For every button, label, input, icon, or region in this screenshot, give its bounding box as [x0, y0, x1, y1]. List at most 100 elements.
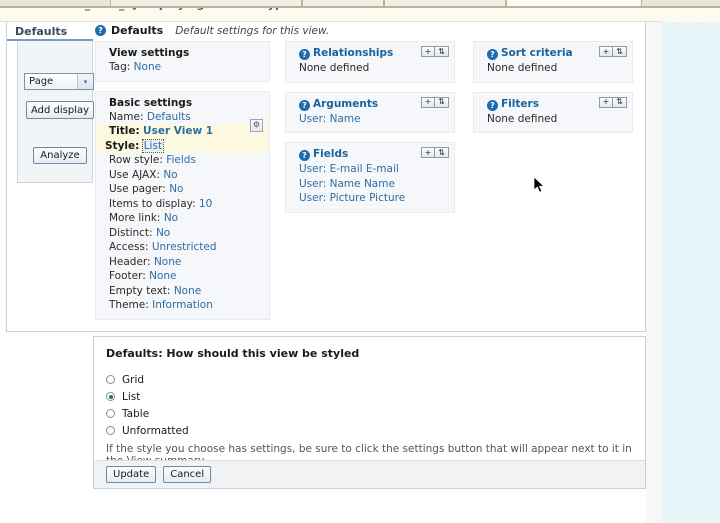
field-link[interactable]: User: Name Name	[299, 177, 395, 190]
row-label: Use pager:	[109, 183, 166, 195]
rearrange-icon[interactable]: ⇅	[613, 96, 627, 108]
analyze-button[interactable]: Analyze	[33, 147, 87, 164]
row-value[interactable]: None	[153, 255, 182, 268]
row-row-style[interactable]: Row style: Fields	[109, 153, 263, 168]
row-header[interactable]: Header: None	[109, 255, 263, 270]
radio-icon[interactable]	[106, 375, 115, 384]
row-title[interactable]: Title: User View 1	[96, 124, 269, 139]
radio-label: Unformatted	[122, 424, 189, 437]
panel-buttons: + ⇅	[599, 46, 627, 57]
help-icon[interactable]: ?	[487, 99, 498, 111]
radio-option-table[interactable]: Table	[106, 405, 645, 422]
radio-icon[interactable]	[106, 409, 115, 418]
browser-tab[interactable]	[302, 0, 384, 7]
radio-option-list[interactable]: List	[106, 388, 645, 405]
row-value[interactable]: User View 1	[143, 125, 214, 137]
page-gutter	[646, 14, 664, 523]
panel-fields: + ⇅ ? Fields User: E-mail E-mail User: Na…	[285, 142, 455, 213]
row-use-pager[interactable]: Use pager: No	[109, 182, 263, 197]
row-access[interactable]: Access: Unrestricted	[109, 240, 263, 255]
heading-divider	[0, 21, 662, 22]
row-distinct[interactable]: Distinct: No	[109, 226, 263, 241]
update-button[interactable]: Update	[106, 466, 157, 483]
changed-view-link[interactable]: Changed view	[623, 8, 694, 9]
row-value[interactable]: No	[163, 168, 178, 181]
export-link[interactable]: Export	[532, 8, 565, 9]
row-value[interactable]: Information	[152, 299, 213, 311]
cancel-button[interactable]: Cancel	[163, 466, 212, 483]
row-value[interactable]: No	[169, 183, 184, 195]
row-value[interactable]: Fields	[166, 154, 196, 166]
row-items-to-display[interactable]: Items to display: 10	[109, 197, 263, 212]
chevron-down-icon: ▾	[77, 74, 93, 89]
display-type-value: Page	[29, 76, 54, 87]
field-link[interactable]: User: E-mail E-mail	[299, 163, 399, 175]
page-title: View user_view_a] displaying items of ty…	[24, 8, 324, 11]
row-value[interactable]: None	[133, 61, 162, 73]
row-label: Empty text:	[109, 284, 171, 297]
add-icon[interactable]: +	[421, 147, 435, 158]
add-icon[interactable]: +	[421, 96, 435, 108]
row-footer[interactable]: Footer: None	[109, 269, 263, 284]
rearrange-icon[interactable]: ⇅	[435, 147, 449, 158]
row-label: Items to display:	[109, 197, 196, 210]
browser-tab[interactable]	[110, 0, 302, 7]
row-name[interactable]: Name: Defaults	[109, 110, 263, 125]
row-value[interactable]: None	[173, 284, 202, 297]
row-value[interactable]: None	[149, 270, 177, 282]
help-icon[interactable]: ?	[487, 49, 498, 60]
row-value[interactable]: No	[155, 226, 171, 239]
row-theme[interactable]: Theme: Information	[109, 298, 263, 313]
help-icon[interactable]: ?	[299, 150, 310, 161]
add-icon[interactable]: +	[599, 46, 613, 57]
displays-sidebar: Defaults Page ▾ Add display Analyze	[7, 22, 94, 183]
argument-link[interactable]: User: Name	[299, 112, 361, 125]
row-style[interactable]: Style: List	[96, 138, 269, 153]
help-icon[interactable]: ?	[299, 99, 310, 111]
rearrange-icon[interactable]: ⇅	[435, 96, 449, 108]
browser-tab-active[interactable]	[506, 0, 642, 7]
row-value[interactable]: Unrestricted	[151, 241, 217, 253]
row-empty-text[interactable]: Empty text: None	[109, 284, 263, 299]
gear-icon[interactable]: ⚙	[250, 118, 263, 132]
rearrange-icon[interactable]: ⇅	[613, 46, 627, 57]
list-item[interactable]: User: E-mail E-mail	[299, 162, 448, 177]
cursor-arrow-icon	[533, 176, 545, 193]
mouse-cursor	[533, 176, 546, 199]
row-none-defined: None defined	[487, 62, 558, 74]
radio-option-unformatted[interactable]: Unformatted	[106, 422, 645, 439]
row-value[interactable]: Defaults	[146, 110, 191, 123]
list-item[interactable]: User: Name Name	[299, 177, 448, 192]
add-display-button[interactable]: Add display	[26, 101, 94, 119]
panel-buttons: + ⇅	[421, 147, 449, 158]
rearrange-icon[interactable]: ⇅	[435, 46, 449, 57]
row-label: More link:	[109, 212, 161, 224]
list-item[interactable]: User: Name	[299, 112, 448, 127]
row-label: Title:	[109, 125, 140, 137]
panel-view-settings: View settings Tag: None	[95, 41, 270, 82]
radio-icon-selected[interactable]	[106, 392, 115, 401]
radio-label: List	[122, 390, 141, 403]
row-value[interactable]: List	[141, 138, 165, 153]
browser-tab[interactable]	[384, 0, 506, 7]
row-none-defined: None defined	[299, 62, 370, 74]
row-value[interactable]: No	[163, 212, 179, 224]
field-link[interactable]: User: Picture Picture	[299, 192, 406, 204]
add-icon[interactable]: +	[599, 96, 613, 108]
tab-defaults[interactable]: Defaults	[7, 22, 93, 41]
help-icon[interactable]: ?	[299, 49, 310, 60]
help-icon[interactable]: ?	[95, 25, 106, 36]
add-icon[interactable]: +	[421, 46, 435, 57]
panel-title: View settings	[109, 47, 190, 59]
row-more-link[interactable]: More link: No	[109, 211, 263, 226]
display-type-select[interactable]: Page ▾	[24, 73, 94, 90]
radio-icon[interactable]	[106, 426, 115, 435]
row-tag[interactable]: Tag: None	[109, 60, 263, 75]
list-item[interactable]: User: Picture Picture	[299, 191, 448, 206]
row-use-ajax[interactable]: Use AJAX: No	[109, 168, 263, 183]
panel-title-text: Filters	[501, 97, 539, 110]
row-value[interactable]: 10	[199, 197, 213, 210]
clone-link[interactable]: Clone	[580, 8, 608, 9]
radio-option-grid[interactable]: Grid	[106, 371, 645, 388]
